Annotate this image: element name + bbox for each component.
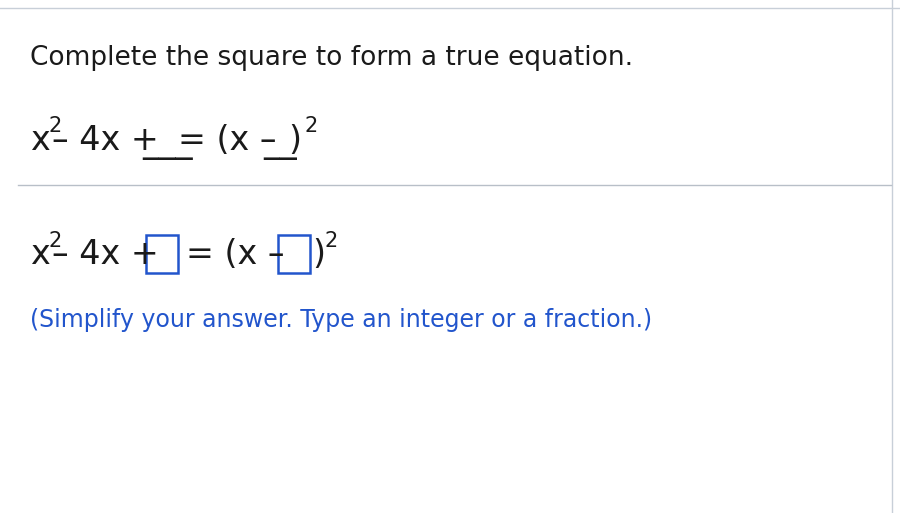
Text: – 4x +: – 4x + <box>52 239 158 271</box>
Text: 2: 2 <box>48 231 61 251</box>
Text: 2: 2 <box>48 116 61 136</box>
Text: x: x <box>30 239 50 271</box>
Text: 2: 2 <box>304 116 317 136</box>
Text: = (x –: = (x – <box>186 239 284 271</box>
Text: __: __ <box>263 128 297 161</box>
Text: 2: 2 <box>324 231 338 251</box>
Text: Complete the square to form a true equation.: Complete the square to form a true equat… <box>30 45 633 71</box>
Text: (Simplify your answer. Type an integer or a fraction.): (Simplify your answer. Type an integer o… <box>30 308 652 332</box>
Text: – 4x +: – 4x + <box>52 124 158 156</box>
Text: x: x <box>30 124 50 156</box>
Text: ): ) <box>288 124 301 156</box>
Bar <box>146 235 178 273</box>
Text: ___: ___ <box>142 128 193 161</box>
Text: = (x –: = (x – <box>178 124 276 156</box>
Bar <box>278 235 310 273</box>
Text: ): ) <box>312 239 325 271</box>
